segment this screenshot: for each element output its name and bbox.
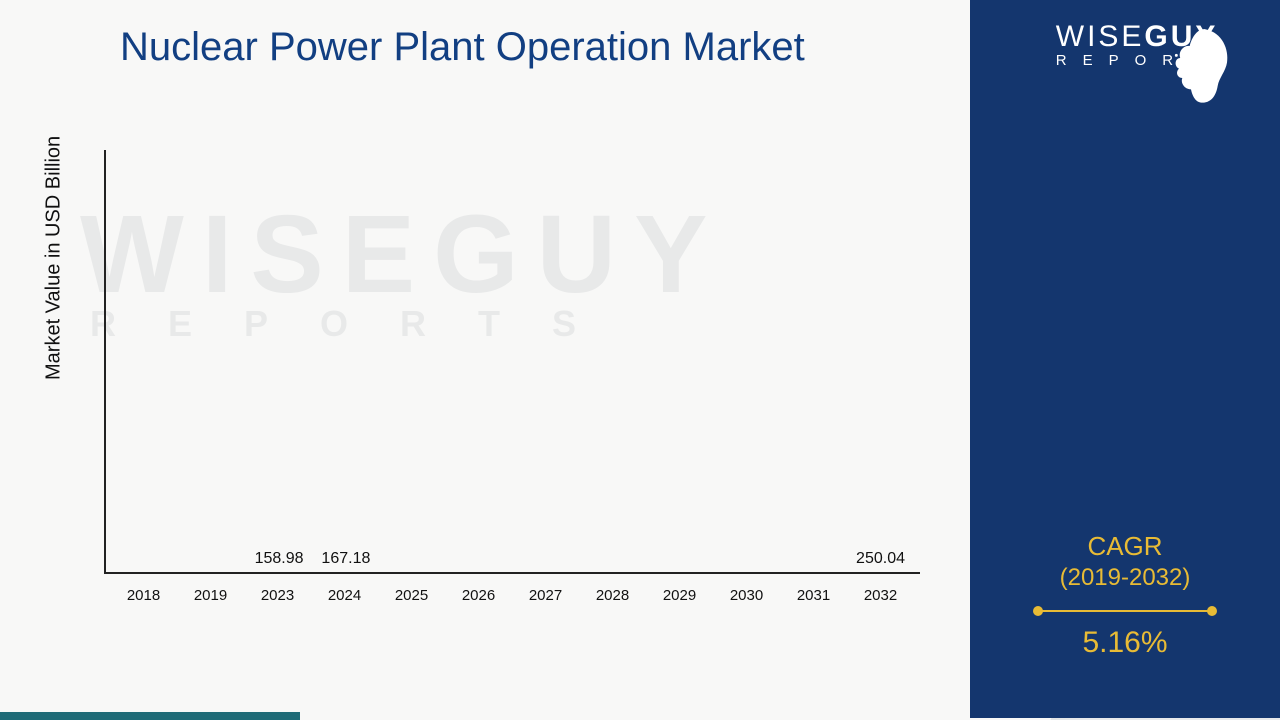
brand-head-icon xyxy=(1164,26,1234,106)
x-tick-label: 2023 xyxy=(244,587,311,604)
cagr-block: CAGR (2019-2032) 5.16% xyxy=(1020,531,1230,660)
x-tick-label: 2027 xyxy=(512,587,579,604)
plot-area: 158.98 167.18 250.04 xyxy=(104,150,920,574)
cagr-label: CAGR xyxy=(1020,531,1230,562)
x-tick-label: 2025 xyxy=(378,587,445,604)
x-tick-label: 2026 xyxy=(445,587,512,604)
cagr-value: 5.16% xyxy=(1020,626,1230,660)
bar-value-label: 158.98 xyxy=(255,550,304,568)
x-tick-label: 2018 xyxy=(110,587,177,604)
x-tick-label: 2028 xyxy=(579,587,646,604)
cagr-separator xyxy=(1035,610,1215,612)
y-axis-label: Market Value in USD Billion xyxy=(43,136,66,380)
chart-title: Nuclear Power Plant Operation Market xyxy=(120,24,820,70)
x-tick-label: 2030 xyxy=(713,587,780,604)
brand-logo: WISEGUY REPORTS xyxy=(1056,20,1240,69)
x-tick-label: 2024 xyxy=(311,587,378,604)
x-tick-label: 2031 xyxy=(780,587,847,604)
cagr-period: (2019-2032) xyxy=(1020,564,1230,592)
bars-container: 158.98 167.18 250.04 xyxy=(106,150,920,572)
x-axis-labels: 2018201920232024202520262027202820292030… xyxy=(104,587,920,604)
stage: WISEGUYREPORTS WISEGUY REPORTS Nuclear P… xyxy=(0,0,1280,720)
bar-value-label: 167.18 xyxy=(321,550,370,568)
bottom-accent-bar xyxy=(0,712,300,720)
x-tick-label: 2019 xyxy=(177,587,244,604)
bar-value-label: 250.04 xyxy=(856,550,905,568)
logo-word-1: WISE xyxy=(1056,20,1145,53)
x-tick-label: 2029 xyxy=(646,587,713,604)
x-tick-label: 2032 xyxy=(847,587,914,604)
bar-chart: Market Value in USD Billion 158.98167.18… xyxy=(60,150,920,610)
